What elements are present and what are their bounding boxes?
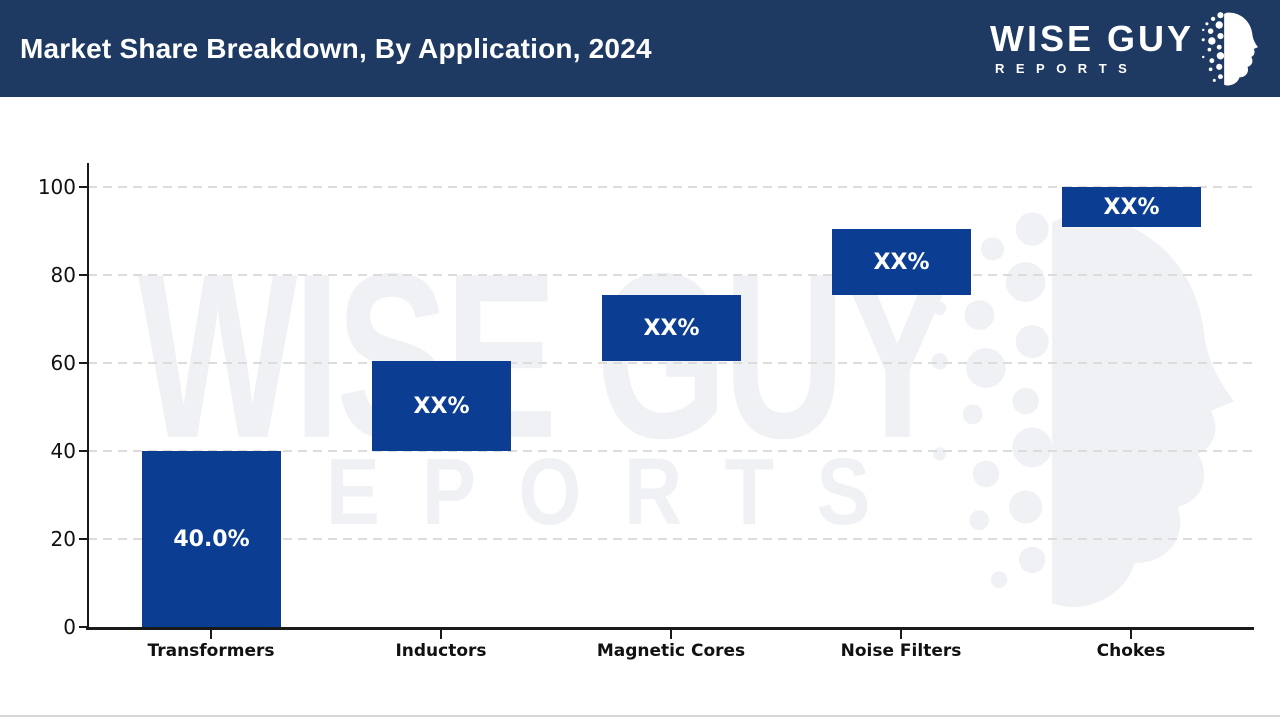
bar-value-label: 40.0% [173, 526, 250, 552]
footer-divider [0, 715, 1280, 717]
bar-value-label: XX% [643, 315, 700, 341]
x-axis-tick [210, 630, 212, 639]
y-axis-tick [79, 274, 88, 276]
brand-name-text: WISE GUY [989, 18, 1194, 59]
x-axis-category-label: Transformers [147, 641, 275, 661]
bar-value-label: XX% [413, 393, 470, 419]
y-axis-tick-label: 0 [63, 615, 76, 639]
bar-inductors: XX% [372, 361, 511, 451]
y-axis-tick-label: 100 [37, 175, 76, 199]
y-axis-tick [79, 450, 88, 452]
x-axis-category-label: Magnetic Cores [596, 641, 746, 661]
x-axis-category-label: Chokes [1096, 641, 1166, 661]
dotted-face-icon [1201, 11, 1258, 85]
gridline [88, 538, 1254, 540]
bar-magnetic-cores: XX% [602, 295, 741, 361]
bar-chokes: XX% [1062, 187, 1201, 227]
x-axis-line [86, 627, 1254, 630]
y-axis-tick-label: 80 [50, 263, 76, 287]
gridline [88, 274, 1254, 276]
app-header: Market Share Breakdown, By Application, … [0, 0, 1280, 97]
x-axis-tick [1130, 630, 1132, 639]
x-axis-tick [670, 630, 672, 639]
gridline [88, 362, 1254, 364]
y-axis-tick-label: 20 [50, 527, 76, 551]
y-axis-tick [79, 626, 88, 628]
x-axis-tick [900, 630, 902, 639]
gridline [88, 450, 1254, 452]
y-axis-tick [79, 362, 88, 364]
x-axis-category-label: Noise Filters [840, 641, 962, 661]
brand-wordmark: WISE GUY REPORTS [989, 18, 1194, 77]
page-title: Market Share Breakdown, By Application, … [20, 32, 652, 64]
bar-value-label: XX% [873, 249, 930, 275]
x-axis-category-label: Inductors [395, 641, 487, 661]
brand-logo: WISE GUY REPORTS [990, 9, 1262, 89]
brand-subtitle-text: REPORTS [994, 61, 1139, 76]
bar-transformers: 40.0% [142, 451, 281, 627]
y-axis-tick-label: 60 [50, 351, 76, 375]
bar-value-label: XX% [1103, 194, 1160, 220]
bar-noise-filters: XX% [832, 229, 971, 295]
x-axis-tick [440, 630, 442, 639]
y-axis-tick [79, 186, 88, 188]
y-axis-tick [79, 538, 88, 540]
y-axis-tick-label: 40 [50, 439, 76, 463]
y-axis-line [87, 163, 89, 630]
gridline [88, 186, 1254, 188]
